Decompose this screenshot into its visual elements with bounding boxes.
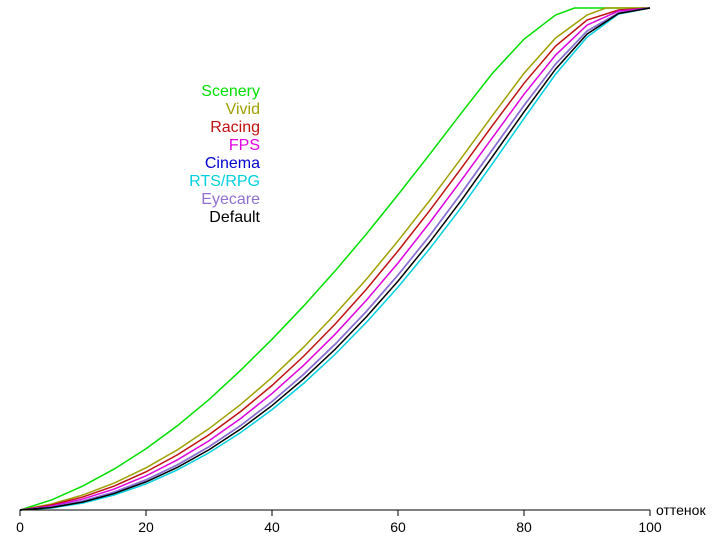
gamma-curves-chart: 0 20 40 60 80 100оттенок SceneryVividRacingFPS…: [0, 0, 712, 543]
x-tick-label: 60: [390, 519, 406, 535]
legend-item-fps: FPS: [229, 137, 260, 154]
legend-item-cinema: Cinema: [205, 155, 260, 172]
legend-item-racing: Racing: [210, 119, 260, 136]
x-axis-title: оттенок: [656, 502, 706, 518]
x-tick-label: 100: [638, 519, 662, 535]
legend-item-eyecare: Eyecare: [201, 191, 260, 208]
chart-background: [0, 0, 712, 543]
legend-item-vivid: Vivid: [226, 101, 260, 118]
x-tick-label: 20: [138, 519, 154, 535]
legend-item-scenery: Scenery: [201, 83, 260, 100]
legend-item-default: Default: [209, 209, 260, 226]
legend-item-rts-rpg: RTS/RPG: [189, 173, 260, 190]
x-tick-label: 0: [16, 519, 24, 535]
x-tick-label: 80: [516, 519, 532, 535]
x-tick-label: 40: [264, 519, 280, 535]
